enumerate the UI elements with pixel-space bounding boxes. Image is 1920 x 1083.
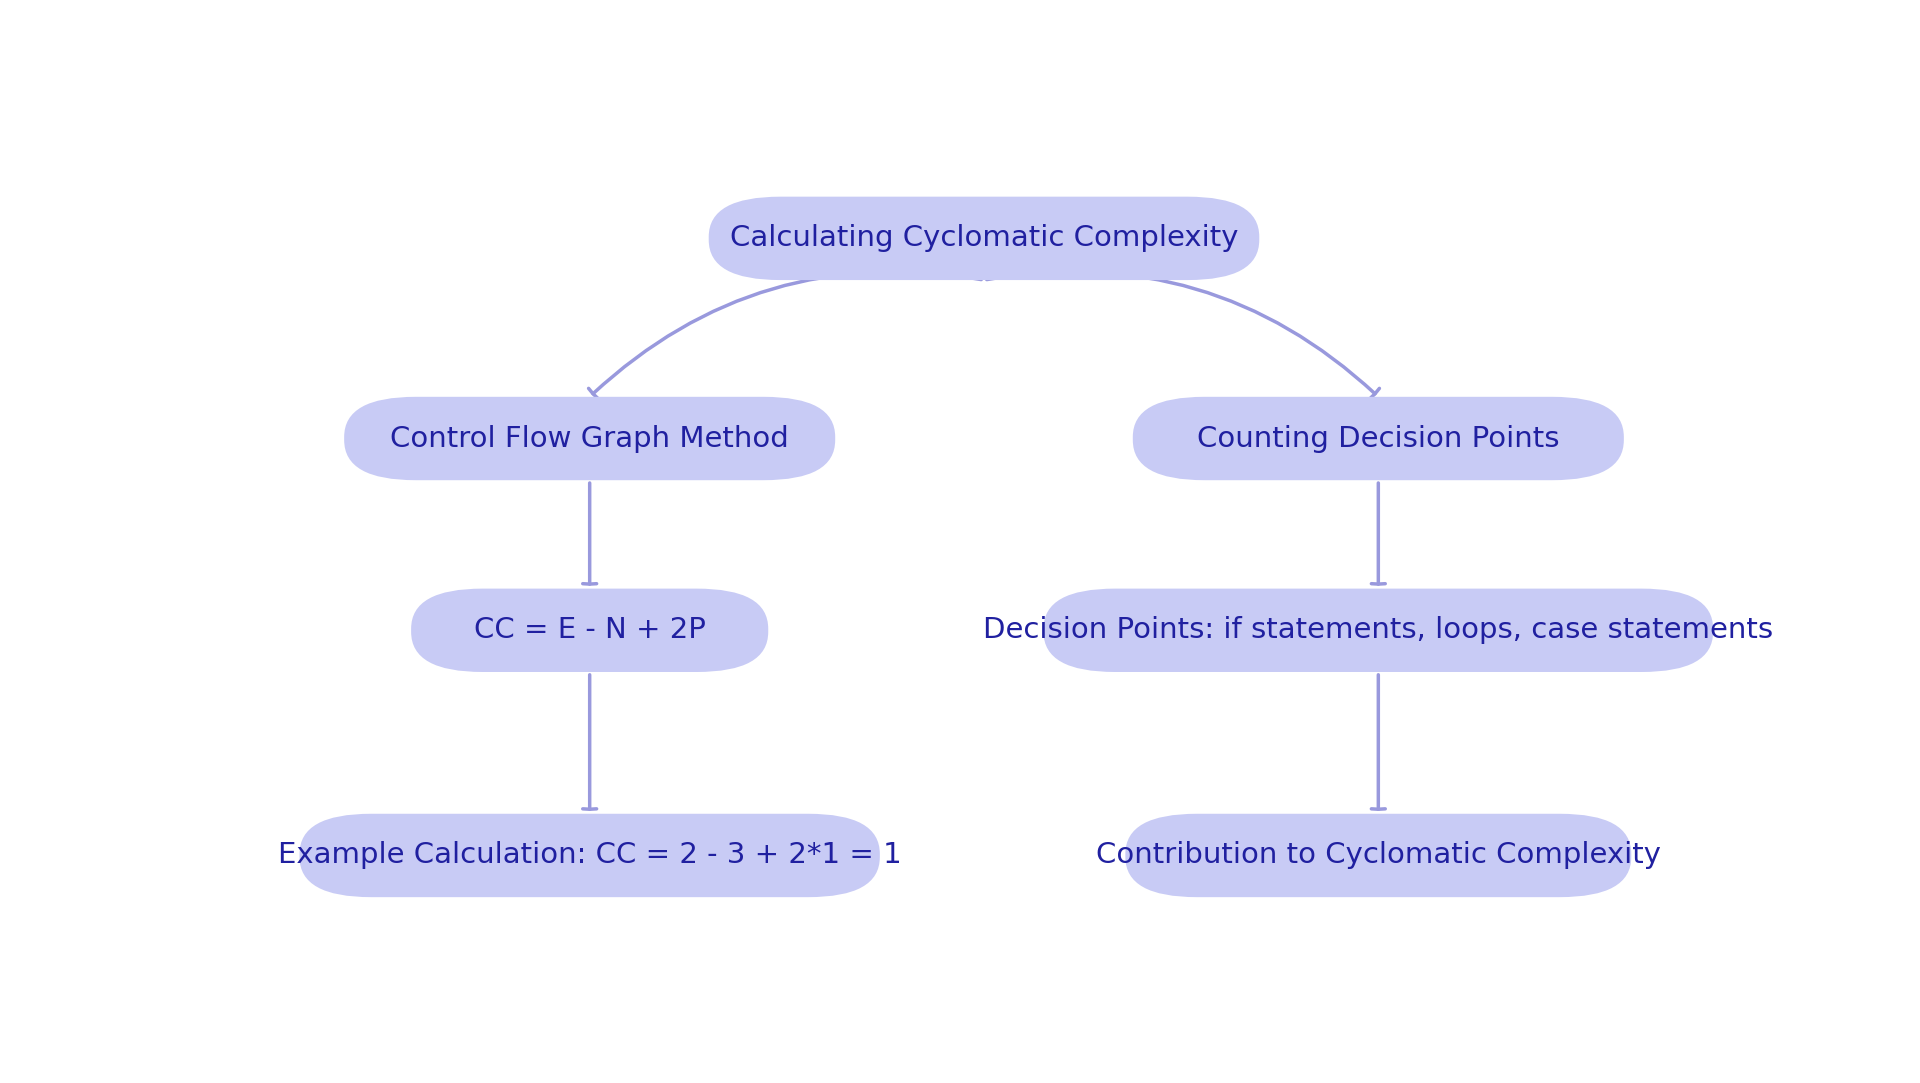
Text: Decision Points: if statements, loops, case statements: Decision Points: if statements, loops, c…	[983, 616, 1774, 644]
FancyBboxPatch shape	[344, 396, 835, 480]
FancyBboxPatch shape	[1133, 396, 1624, 480]
Text: Calculating Cyclomatic Complexity: Calculating Cyclomatic Complexity	[730, 224, 1238, 252]
Text: Contribution to Cyclomatic Complexity: Contribution to Cyclomatic Complexity	[1096, 841, 1661, 870]
FancyBboxPatch shape	[1044, 589, 1713, 671]
Text: Example Calculation: CC = 2 - 3 + 2*1 = 1: Example Calculation: CC = 2 - 3 + 2*1 = …	[278, 841, 902, 870]
Text: CC = E - N + 2P: CC = E - N + 2P	[474, 616, 707, 644]
FancyBboxPatch shape	[300, 813, 879, 897]
FancyBboxPatch shape	[708, 197, 1260, 280]
FancyBboxPatch shape	[411, 589, 768, 671]
Text: Control Flow Graph Method: Control Flow Graph Method	[390, 425, 789, 453]
Text: Counting Decision Points: Counting Decision Points	[1196, 425, 1559, 453]
FancyBboxPatch shape	[1125, 813, 1632, 897]
